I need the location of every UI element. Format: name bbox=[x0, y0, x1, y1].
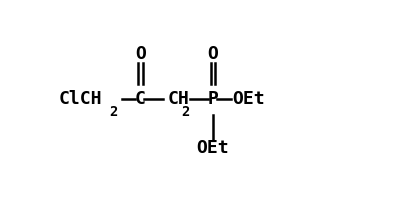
Text: 2: 2 bbox=[110, 105, 118, 119]
Text: 2: 2 bbox=[181, 105, 190, 119]
Text: OEt: OEt bbox=[197, 139, 229, 157]
Text: O: O bbox=[207, 45, 218, 63]
Text: OEt: OEt bbox=[232, 90, 265, 109]
Text: ClCH: ClCH bbox=[59, 90, 102, 109]
Text: CH: CH bbox=[168, 90, 190, 109]
Text: P: P bbox=[207, 90, 218, 109]
Text: O: O bbox=[135, 45, 146, 63]
Text: C: C bbox=[135, 90, 146, 109]
